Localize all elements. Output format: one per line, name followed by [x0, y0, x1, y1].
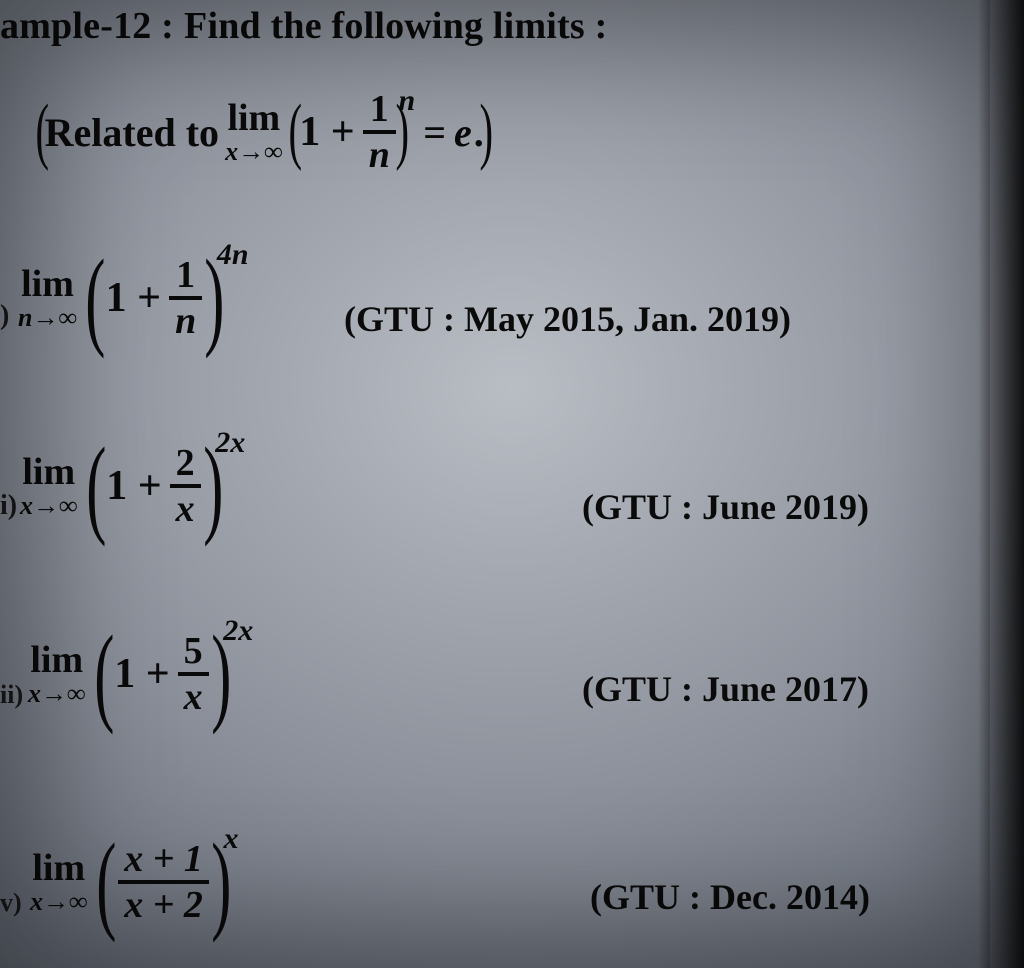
gtu-tag: (GTU : Dec. 2014): [590, 876, 870, 918]
paren-group: ( 1 + 1 n ): [293, 90, 405, 174]
lim-subscript: x→∞: [28, 681, 86, 707]
one-plus: 1 +: [106, 274, 161, 322]
limit-operator: lim x→∞: [30, 849, 88, 915]
lim-subscript: x→∞: [225, 139, 283, 165]
fraction: x + 1 x + 2: [118, 840, 209, 924]
fraction: 5 x: [178, 632, 209, 716]
limit-operator: lim x→∞: [20, 453, 78, 519]
gtu-tag: (GTU : June 2019): [582, 486, 869, 528]
fraction: 1 n: [363, 90, 396, 174]
gtu-tag: (GTU : June 2017): [582, 668, 869, 710]
denominator: n: [363, 130, 396, 174]
example-number: ample-12 :: [0, 4, 174, 48]
spine-shadow: [978, 0, 990, 968]
lim-text: lim: [22, 453, 75, 491]
numerator: 2: [170, 444, 201, 484]
paren-group: ( x + 1 x + 2 ): [98, 840, 230, 924]
problem-1: lim n→∞ ( 1 + 1 n ) 4n: [18, 256, 249, 340]
paren-group: ( 1 + 5 x ): [96, 632, 230, 716]
example-heading: ample-12 : Find the following limits :: [0, 4, 607, 48]
paren-group: ( 1 + 2 x ): [88, 444, 222, 528]
open-paren-icon: (: [96, 844, 116, 921]
lim-text: lim: [21, 265, 74, 303]
open-paren-icon: (: [94, 636, 114, 713]
one-plus: 1 +: [114, 650, 169, 698]
limit-operator: lim x→∞: [28, 641, 86, 707]
denominator: x + 2: [118, 880, 209, 924]
problem-3: lim x→∞ ( 1 + 5 x ) 2x: [28, 632, 253, 716]
one-plus: 1 +: [106, 462, 161, 510]
numerator: 1: [363, 90, 396, 130]
problem-marker: ): [0, 300, 9, 332]
lim-text: lim: [227, 99, 280, 137]
denominator: x: [170, 484, 201, 528]
denominator: n: [169, 296, 202, 340]
spine-gutter: [990, 0, 1024, 968]
fraction: 1 n: [169, 256, 202, 340]
problem-4: lim x→∞ ( x + 1 x + 2 ) x: [30, 840, 238, 924]
problem-2: lim x→∞ ( 1 + 2 x ) 2x: [20, 444, 245, 528]
fraction: 2 x: [170, 444, 201, 528]
heading-text: Find the following limits :: [184, 4, 607, 48]
equals-sign: =: [423, 109, 446, 156]
one-plus: 1 +: [299, 108, 354, 156]
close-paren-icon: ): [395, 106, 409, 158]
limit-operator: lim n→∞: [18, 265, 77, 331]
lim-subscript: x→∞: [30, 889, 88, 915]
numerator: 1: [169, 256, 202, 296]
page: ample-12 : Find the following limits : (…: [0, 0, 1024, 968]
open-paren-icon: (: [288, 106, 302, 158]
e-constant: e: [454, 109, 472, 156]
open-paren-icon: (: [85, 260, 105, 337]
close-paren-icon: ): [204, 260, 224, 337]
close-paren-icon: ): [211, 844, 231, 921]
problem-marker: ii): [0, 680, 23, 710]
lim-text: lim: [30, 641, 83, 679]
lim-text: lim: [32, 849, 85, 887]
numerator: 5: [178, 632, 209, 672]
lim-subscript: x→∞: [20, 493, 78, 519]
related-formula: ( Related to lim x→∞ ( 1 + 1 n ) n = e .…: [40, 90, 488, 174]
denominator: x: [178, 672, 209, 716]
open-paren-icon: (: [86, 448, 106, 525]
close-paren-icon: ): [211, 636, 231, 713]
limit-operator: lim x→∞: [225, 99, 283, 165]
lim-subscript: n→∞: [18, 305, 77, 331]
problem-marker: v): [0, 888, 22, 918]
related-prefix: Related to: [45, 109, 219, 156]
gtu-tag: (GTU : May 2015, Jan. 2019): [344, 298, 791, 340]
open-paren-icon: (: [36, 106, 50, 158]
close-paren-icon: ): [479, 106, 493, 158]
close-paren-icon: ): [203, 448, 223, 525]
problem-marker: i): [0, 490, 17, 522]
paren-group: ( 1 + 1 n ): [87, 256, 223, 340]
numerator: x + 1: [118, 840, 209, 880]
